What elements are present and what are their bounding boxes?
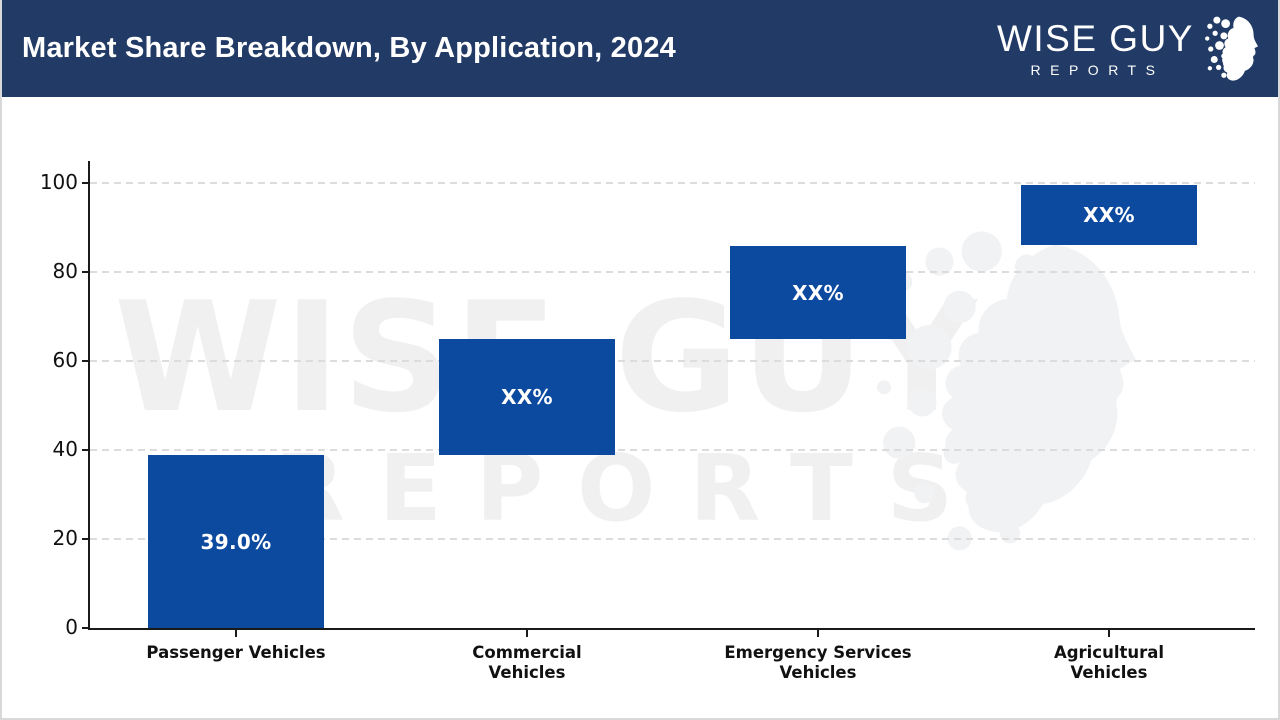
bar-segment-3: XX% [730,246,906,339]
x-category-label-4: Agricultural Vehicles [1053,643,1165,682]
y-tick-mark-0 [82,627,89,629]
x-category-label-1: Passenger Vehicles [146,643,326,662]
y-tick-label-100: 100 [39,170,78,194]
header-bar: Market Share Breakdown, By Application, … [2,0,1278,97]
brand-head-icon [1205,16,1258,81]
y-gridline-100 [90,182,1255,184]
y-gridline-20 [90,538,1255,540]
y-gridline-80 [90,271,1255,273]
y-tick-mark-20 [82,538,89,540]
bar-segment-2: XX% [439,339,615,455]
y-tick-mark-60 [82,360,89,362]
bar-segment-1: 39.0% [148,455,324,628]
y-tick-label-0: 0 [65,615,78,639]
y-tick-label-20: 20 [52,526,78,550]
x-tick-mark-2 [526,630,528,637]
y-tick-label-40: 40 [52,437,78,461]
y-tick-mark-80 [82,271,89,273]
bar-value-label-3: XX% [792,280,844,305]
page-title: Market Share Breakdown, By Application, … [22,32,676,64]
y-tick-label-60: 60 [52,348,78,372]
x-category-label-2: Commercial Vehicles [472,643,582,682]
chart-area: WISE GUY REPORTS 0 20 40 60 80 100 39.0% Passen… [2,97,1278,718]
bar-segment-4: XX% [1021,185,1197,245]
x-tick-mark-3 [817,630,819,637]
x-category-label-3: Emergency Services Vehicles [724,643,912,682]
y-gridline-40 [90,449,1255,451]
brand-logo-text: WISE GUY REPORTS [997,20,1194,77]
bar-value-label-1: 39.0% [200,529,272,554]
y-tick-mark-100 [82,182,89,184]
y-axis-line [88,161,90,630]
y-gridline-60 [90,360,1255,362]
bar-value-label-4: XX% [1083,203,1135,227]
bar-value-label-2: XX% [501,385,553,409]
brand-logo: WISE GUY REPORTS [997,13,1258,85]
watermark-head-graphic [877,231,1136,551]
waterfall-chart: 0 20 40 60 80 100 39.0% Passenger Vehicles XX% Co… [2,97,1278,718]
x-axis-line [88,628,1255,630]
brand-name: WISE GUY [996,18,1194,59]
x-tick-mark-4 [1108,630,1110,637]
x-tick-mark-1 [235,630,237,637]
y-tick-mark-40 [82,449,89,451]
brand-subtitle: REPORTS [1030,62,1165,78]
y-tick-label-80: 80 [52,259,78,283]
